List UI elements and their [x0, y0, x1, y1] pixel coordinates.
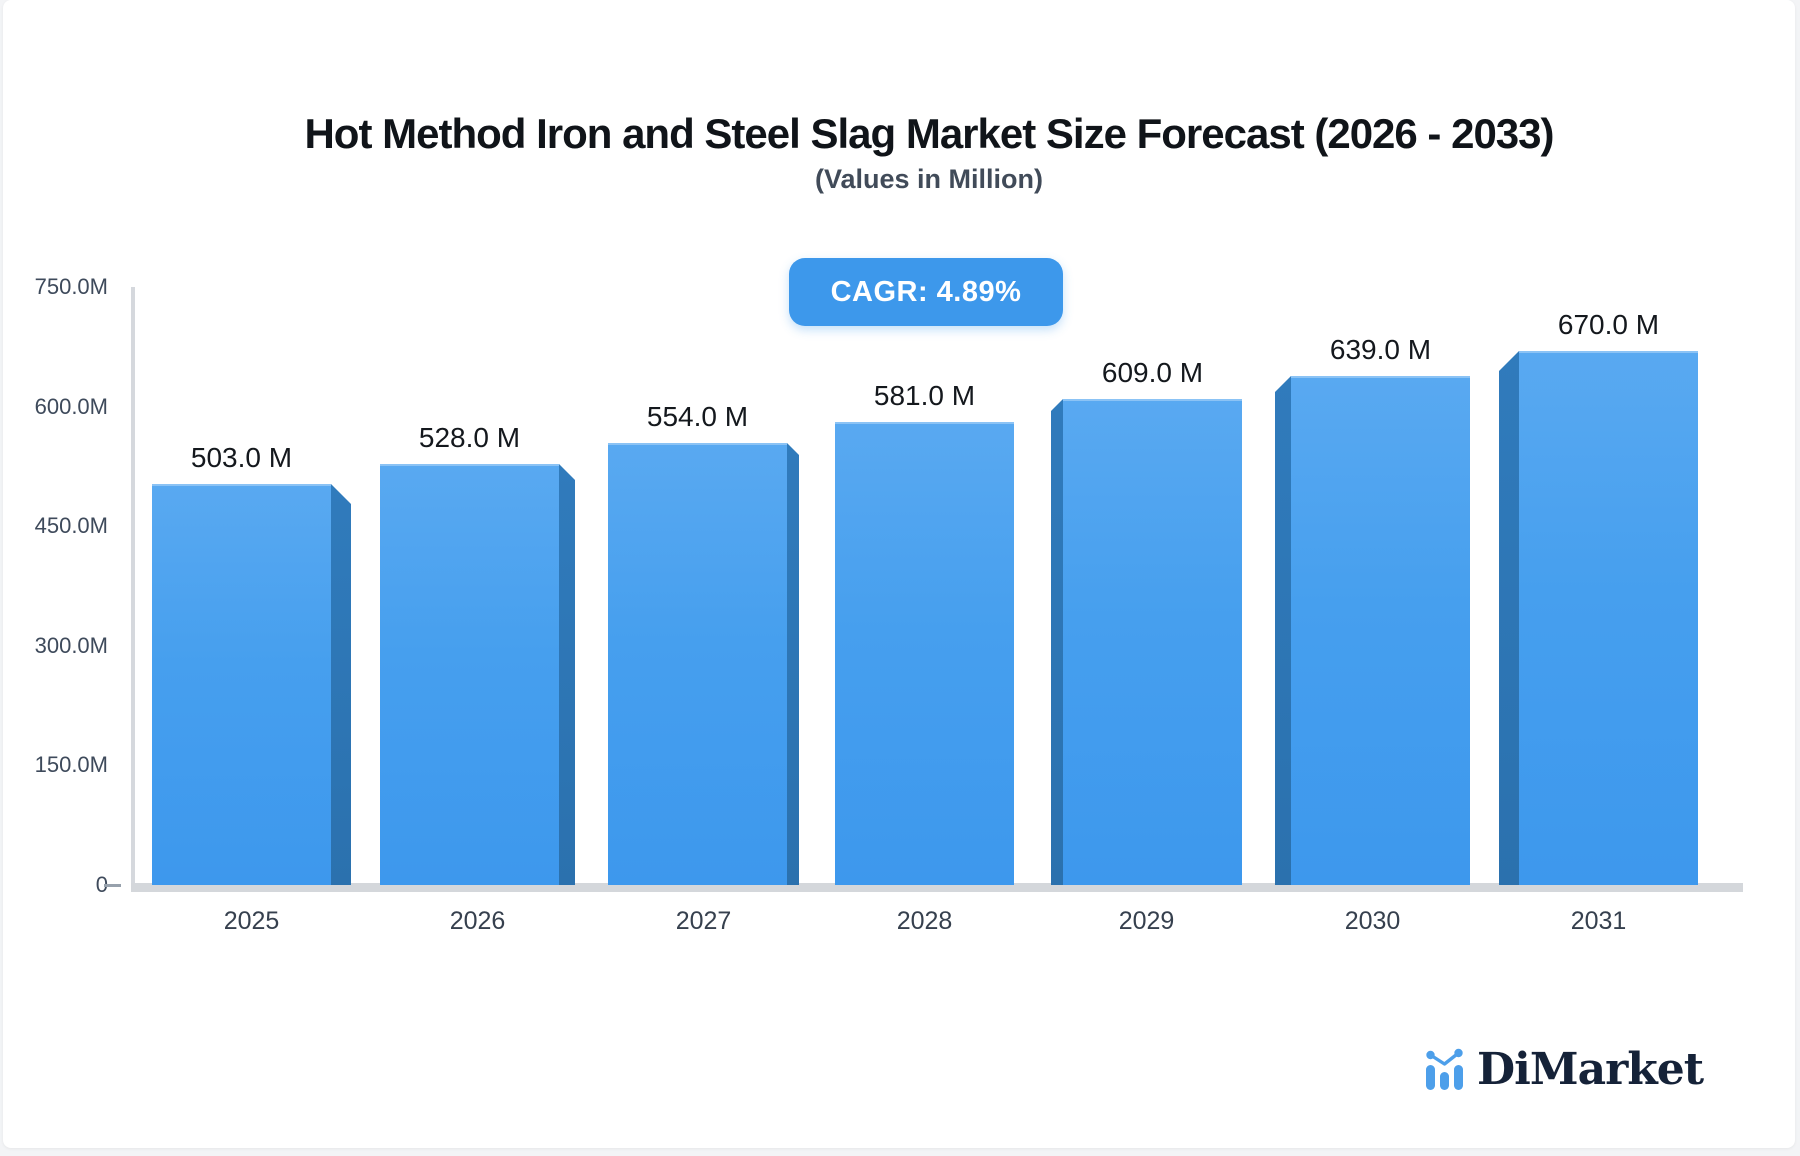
bar-value-label: 581.0 M: [873, 380, 976, 411]
x-axis-label-2029: 2029: [1118, 907, 1175, 935]
bar-3d-side: [559, 464, 575, 885]
x-axis-label-2026: 2026: [449, 907, 506, 935]
bar-3d-side: [1499, 351, 1519, 885]
x-axis-label-2030: 2030: [1344, 907, 1401, 935]
chart-title: Hot Method Iron and Steel Slag Market Si…: [304, 110, 1554, 157]
bar-value-label: 639.0 M: [1329, 334, 1432, 365]
chart-subtitle: (Values in Million): [814, 164, 1044, 194]
bar-2030: [1291, 376, 1470, 885]
bar-chart-plot: 750.0M 600.0M 450.0M 300.0M 150.0M 0 503.0 M 20…: [3, 0, 1800, 1156]
bar-3d-side: [331, 484, 351, 885]
chart-card: Hot Method Iron and Steel Slag Market Si…: [3, 0, 1795, 1148]
y-axis-tick-label: 450.0M: [34, 513, 108, 539]
x-axis-baseline: [131, 883, 1743, 892]
x-axis-label-2027: 2027: [675, 907, 732, 935]
bar-value-label: 554.0 M: [646, 401, 749, 432]
y-axis-tick-label: 300.0M: [34, 632, 108, 658]
cagr-badge: CAGR: 4.89%: [789, 258, 1063, 326]
x-axis-label-2028: 2028: [896, 907, 953, 935]
bar-2025: [152, 484, 331, 885]
bar-2029: [1063, 399, 1242, 885]
bar-2027: [608, 443, 787, 885]
bar-2026: [380, 464, 559, 885]
y-axis-tick-label: 150.0M: [34, 752, 108, 778]
x-axis-label-2031: 2031: [1570, 907, 1627, 935]
zero-tick-mark: [104, 883, 121, 887]
bar-2028: [835, 422, 1014, 885]
brand-logo: DiMarket: [1425, 1042, 1704, 1095]
bar-3d-side: [787, 443, 799, 885]
bar-3d-side: [1275, 376, 1291, 885]
y-axis-tick-label: 750.0M: [34, 274, 108, 299]
bar-value-label: 503.0 M: [190, 442, 293, 473]
y-axis-line: [131, 287, 135, 885]
bar-2031: [1519, 351, 1698, 885]
bar-value-label: 528.0 M: [418, 422, 521, 453]
y-axis-tick-label: 0: [95, 872, 108, 897]
cagr-badge-label: CAGR: 4.89%: [830, 275, 1022, 308]
x-axis-label-2025: 2025: [223, 907, 280, 935]
bar-value-label: 670.0 M: [1557, 309, 1660, 340]
bar-3d-side: [1051, 399, 1063, 885]
bar-value-label: 609.0 M: [1101, 357, 1204, 388]
brand-name: DiMarket: [1477, 1044, 1704, 1095]
bar-line-chart-icon: [1426, 1048, 1463, 1090]
y-axis-tick-label: 600.0M: [34, 393, 108, 419]
